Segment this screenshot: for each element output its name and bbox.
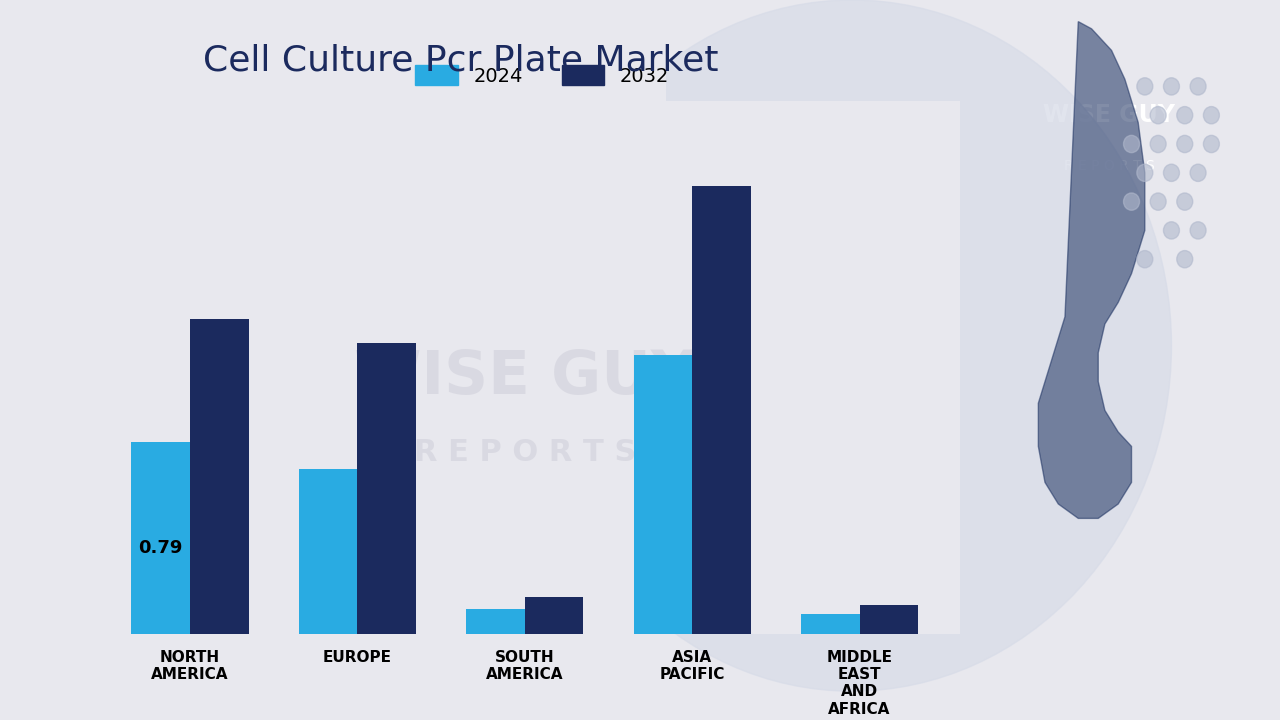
Circle shape — [1176, 135, 1193, 153]
Text: R E P O R T S: R E P O R T S — [1064, 158, 1155, 173]
Legend: 2024, 2032: 2024, 2032 — [407, 58, 677, 94]
Polygon shape — [1038, 22, 1144, 518]
Bar — [357, 343, 416, 634]
Circle shape — [1164, 222, 1179, 239]
Text: WISE GUY: WISE GUY — [1043, 103, 1175, 127]
Circle shape — [1203, 107, 1220, 124]
Text: Cell Culture Pcr Plate Market: Cell Culture Pcr Plate Market — [204, 43, 718, 77]
Text: WISE GUY: WISE GUY — [355, 348, 695, 408]
Bar — [801, 614, 860, 634]
Circle shape — [1176, 193, 1193, 210]
Bar — [132, 442, 189, 634]
Bar — [692, 186, 751, 634]
Circle shape — [1124, 135, 1139, 153]
Circle shape — [1190, 164, 1206, 181]
Circle shape — [1151, 193, 1166, 210]
Circle shape — [1137, 164, 1153, 181]
Circle shape — [1164, 164, 1179, 181]
Bar — [189, 319, 248, 634]
Text: 0.79: 0.79 — [138, 539, 183, 557]
Circle shape — [1176, 251, 1193, 268]
Circle shape — [1176, 107, 1193, 124]
Text: R E P O R T S: R E P O R T S — [413, 438, 636, 467]
Circle shape — [1190, 222, 1206, 239]
Circle shape — [1151, 135, 1166, 153]
Circle shape — [1124, 193, 1139, 210]
Bar — [525, 598, 584, 634]
Circle shape — [1190, 78, 1206, 95]
Bar — [466, 609, 525, 634]
Bar — [634, 355, 692, 634]
Circle shape — [1151, 107, 1166, 124]
Circle shape — [532, 0, 1171, 691]
Bar — [298, 469, 357, 634]
Circle shape — [1164, 78, 1179, 95]
Circle shape — [1137, 78, 1153, 95]
Bar — [860, 605, 918, 634]
Circle shape — [1137, 251, 1153, 268]
Circle shape — [1203, 135, 1220, 153]
